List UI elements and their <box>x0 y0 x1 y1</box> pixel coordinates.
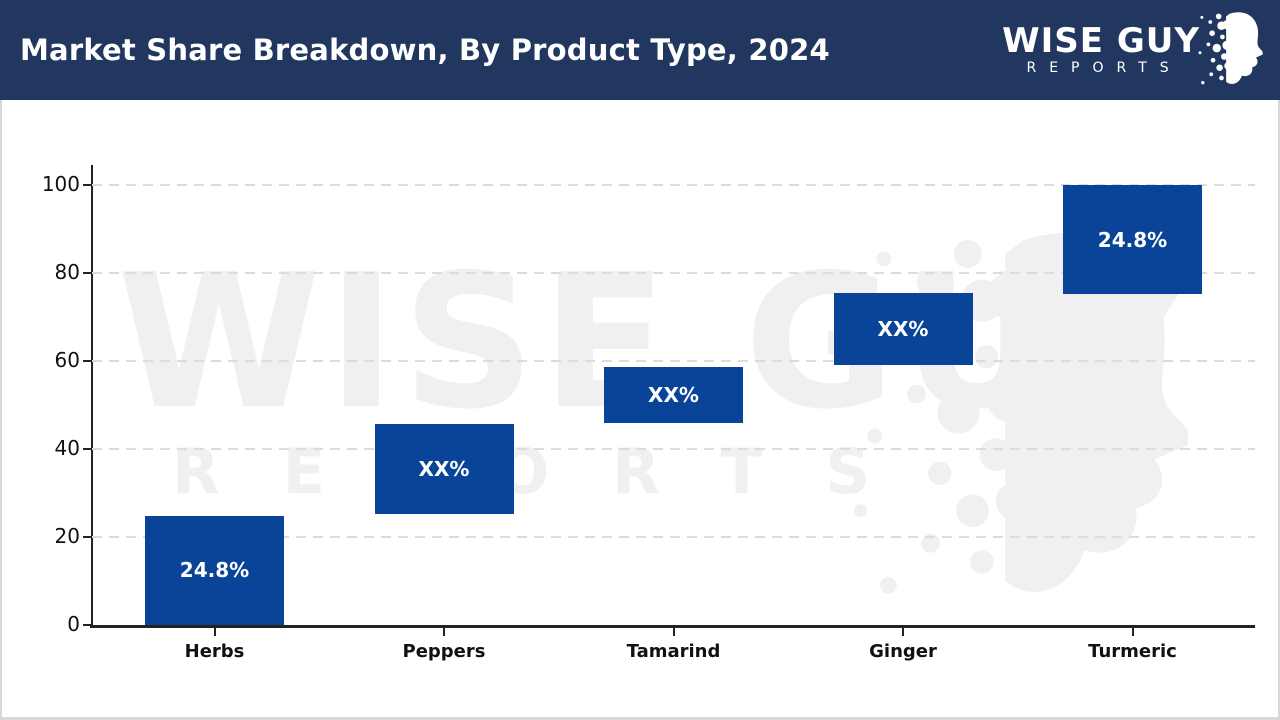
y-tick-label: 20 <box>54 524 80 548</box>
bar-peppers: XX% <box>374 423 514 515</box>
y-tick-label: 60 <box>54 348 80 372</box>
x-axis-label-turmeric: Turmeric <box>1088 641 1177 662</box>
brand-logo: WISE GUY REPORTS <box>1002 8 1266 92</box>
x-axis-line <box>90 625 1255 628</box>
bar-herbs: 24.8% <box>145 515 284 625</box>
x-tick-mark <box>213 628 216 636</box>
header: Market Share Breakdown, By Product Type,… <box>0 0 1280 100</box>
chart-title: Market Share Breakdown, By Product Type,… <box>20 33 830 67</box>
y-tick-mark <box>83 360 92 362</box>
y-axis-line <box>91 165 93 628</box>
gridline-100 <box>92 184 1255 186</box>
y-tick-label: 40 <box>54 436 80 460</box>
bar-value-label: 24.8% <box>179 558 250 583</box>
gridline-20 <box>92 536 1255 538</box>
gridline-80 <box>92 272 1255 274</box>
gridline-40 <box>92 448 1255 450</box>
y-tick-label: 100 <box>41 172 80 196</box>
bar-value-label: XX% <box>418 457 470 481</box>
bar-turmeric: 24.8% <box>1063 185 1202 295</box>
x-tick-mark <box>443 628 445 636</box>
x-tick-mark <box>1131 628 1134 636</box>
chart-area: WISE GUY REPORTS 0 20 40 60 80 100 Herbs 24.8% P… <box>0 100 1280 720</box>
watermark-subtitle: REPORTS <box>172 435 934 508</box>
x-tick-mark <box>902 628 904 636</box>
y-tick-mark <box>83 624 92 626</box>
x-axis-label-herbs: Herbs <box>184 641 245 662</box>
logo-head-icon <box>1198 12 1263 85</box>
bar-tamarind: XX% <box>604 367 743 424</box>
x-axis-label-tamarind: Tamarind <box>626 641 721 662</box>
bar-value-label: 24.8% <box>1097 227 1168 252</box>
gridline-60 <box>92 360 1255 362</box>
bar-value-label: XX% <box>648 383 699 408</box>
x-axis-label-peppers: Peppers <box>402 641 486 662</box>
bar-ginger: XX% <box>833 292 973 365</box>
logo-wordmark: WISE GUY <box>1002 20 1200 61</box>
y-tick-label: 0 <box>67 612 80 636</box>
bar-value-label: XX% <box>877 316 929 341</box>
x-tick-mark <box>672 628 675 636</box>
y-tick-mark <box>83 536 92 538</box>
logo-subtitle: REPORTS <box>1026 60 1182 77</box>
y-tick-label: 80 <box>54 260 80 284</box>
brand-logo-text: WISE GUY REPORTS <box>1002 20 1200 77</box>
y-tick-mark <box>83 448 92 450</box>
x-axis-label-ginger: Ginger <box>869 641 937 662</box>
y-tick-mark <box>83 272 92 274</box>
y-tick-mark <box>83 184 92 186</box>
